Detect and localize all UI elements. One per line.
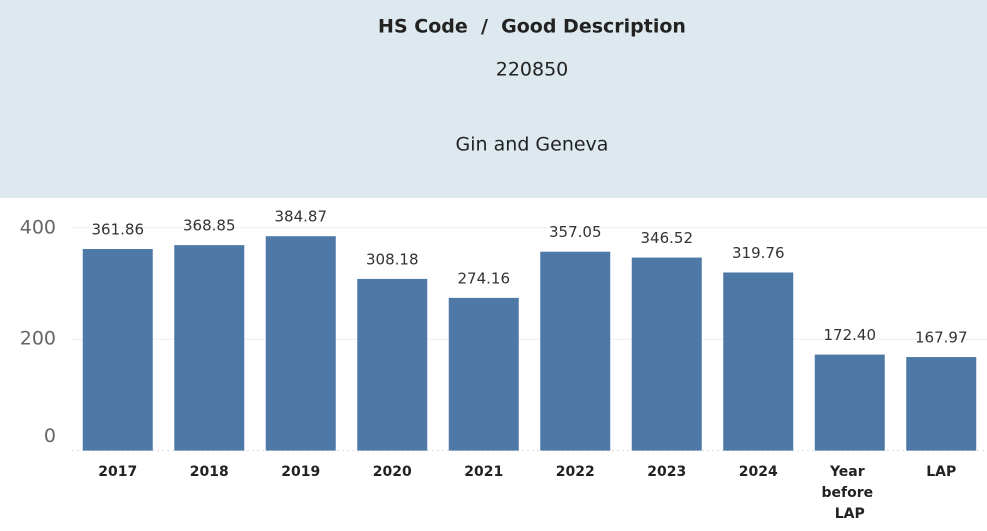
bar <box>631 257 702 451</box>
x-tick-label: 2017 <box>98 464 137 480</box>
header-description: Gin and Geneva <box>456 134 609 156</box>
value-label: 167.97 <box>915 329 968 347</box>
x-tick-label: 2021 <box>464 464 503 480</box>
y-tick-label: 0 <box>44 425 56 447</box>
x-tick-label: LAP <box>926 464 956 480</box>
bar <box>357 278 428 451</box>
value-label: 172.40 <box>824 326 877 344</box>
value-label: 384.87 <box>275 208 328 226</box>
x-tick-label: 2019 <box>281 464 320 480</box>
value-label: 368.85 <box>183 217 236 235</box>
x-tick-label: 2022 <box>556 464 595 480</box>
x-tick-label: 2023 <box>647 464 686 480</box>
value-label: 357.05 <box>549 223 602 241</box>
bar <box>82 249 153 451</box>
value-label: 308.18 <box>366 250 419 268</box>
header-title: HS Code / Good Description <box>378 16 686 38</box>
header-panel <box>0 0 987 198</box>
bar <box>174 245 245 451</box>
bar <box>723 272 794 451</box>
x-tick-label: 2024 <box>739 464 778 480</box>
header-code: 220850 <box>496 59 569 81</box>
bar <box>814 354 885 451</box>
x-tick-label: Year before LAP <box>822 464 879 522</box>
y-tick-label: 400 <box>20 216 56 238</box>
bar <box>265 236 336 451</box>
y-tick-label: 200 <box>20 328 56 350</box>
bar <box>540 251 611 451</box>
x-tick-label: 2020 <box>373 464 412 480</box>
bar <box>448 297 519 451</box>
value-label: 346.52 <box>641 229 694 247</box>
value-label: 319.76 <box>732 244 785 262</box>
bar <box>906 357 977 451</box>
value-label: 274.16 <box>458 269 511 287</box>
x-tick-label: 2018 <box>190 464 229 480</box>
value-label: 361.86 <box>92 221 145 239</box>
